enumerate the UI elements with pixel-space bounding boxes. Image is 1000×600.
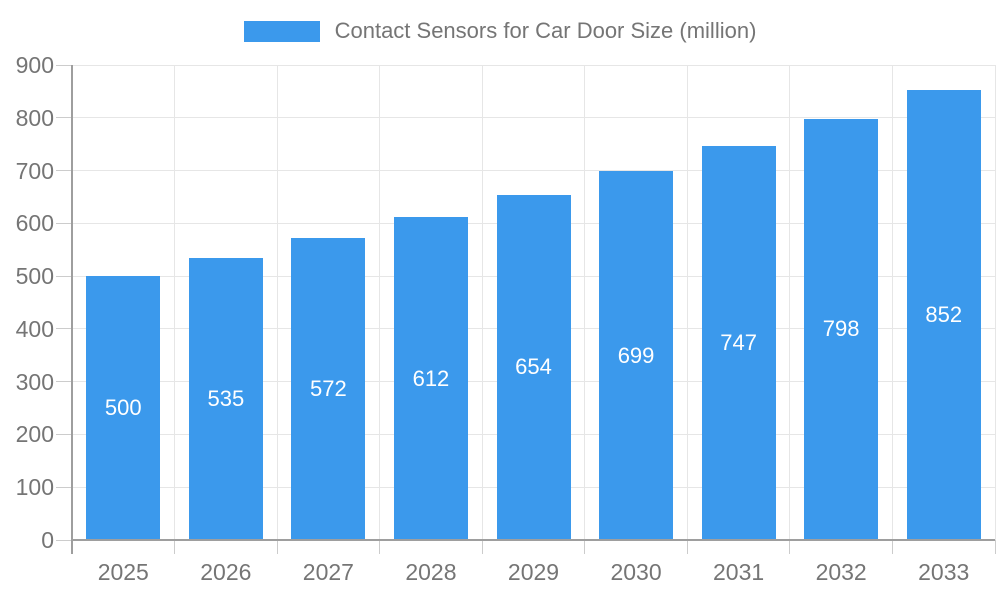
- y-axis-label: 600: [15, 210, 54, 237]
- bar: 747: [701, 145, 776, 540]
- y-axis-label: 800: [15, 104, 54, 131]
- y-axis-tick: [56, 539, 72, 541]
- y-axis-label: 900: [15, 52, 54, 78]
- y-axis-tick: [56, 433, 72, 435]
- y-axis-tick: [56, 64, 72, 66]
- x-gridline: [584, 65, 586, 540]
- x-gridline: [481, 65, 483, 540]
- x-gridline: [686, 65, 688, 540]
- y-axis-tick: [56, 381, 72, 383]
- y-axis-tick: [56, 117, 72, 119]
- bar-value-label: 747: [720, 329, 757, 355]
- x-axis-label: 2025: [97, 559, 149, 585]
- legend-swatch: [243, 20, 320, 42]
- y-axis-label: 700: [15, 157, 54, 184]
- bar: 535: [188, 257, 263, 540]
- y-gridline: [72, 117, 995, 119]
- y-axis-label: 0: [41, 527, 54, 553]
- y-axis-line: [71, 65, 73, 554]
- bar: 500: [86, 276, 161, 540]
- x-axis-label: 2026: [200, 559, 252, 585]
- y-axis-tick: [56, 275, 72, 277]
- y-axis-tick: [56, 486, 72, 488]
- y-gridline: [72, 64, 995, 66]
- y-axis-tick: [56, 328, 72, 330]
- y-axis-label: 100: [15, 474, 54, 501]
- chart-title: Contact Sensors for Car Door Size (milli…: [334, 18, 757, 43]
- x-gridline: [379, 65, 381, 540]
- x-gridline: [174, 65, 176, 540]
- x-axis-label: 2031: [713, 559, 765, 585]
- x-gridline: [994, 65, 996, 540]
- x-axis-tick: [891, 540, 893, 554]
- x-axis-tick: [994, 540, 996, 554]
- y-axis-label: 300: [15, 368, 54, 395]
- y-axis-tick: [56, 222, 72, 224]
- x-axis-label: 2027: [302, 559, 354, 585]
- bar: 654: [496, 194, 571, 540]
- x-axis-tick: [379, 540, 381, 554]
- plot-area: 500 535 572 612 654 699 747 798 852: [72, 64, 996, 540]
- y-axis-label: 500: [15, 263, 54, 290]
- y-gridline: [72, 170, 995, 172]
- x-axis-label: 2028: [405, 559, 457, 585]
- x-axis-tick: [789, 540, 791, 554]
- x-axis-label: 2029: [507, 559, 560, 585]
- y-axis-tick: [56, 170, 72, 172]
- bar: 699: [599, 171, 674, 540]
- bar-value-label: 612: [412, 365, 450, 391]
- bar-value-label: 852: [925, 302, 963, 328]
- bar-value-label: 500: [104, 395, 142, 421]
- bar-value-label: 572: [310, 376, 347, 402]
- x-axis-tick: [686, 540, 688, 554]
- x-axis-label: 2030: [610, 559, 662, 585]
- x-axis-tick: [174, 540, 176, 554]
- x-gridline: [276, 65, 278, 540]
- bar-value-label: 654: [515, 354, 552, 380]
- legend: Contact Sensors for Car Door Size (milli…: [0, 18, 1000, 44]
- bar-value-label: 535: [207, 385, 245, 411]
- bar: 798: [804, 118, 879, 540]
- x-axis-line: [71, 539, 995, 541]
- bar: 852: [906, 90, 981, 540]
- bar-value-label: 798: [822, 316, 860, 342]
- x-axis-tick: [584, 540, 586, 554]
- x-axis-tick: [481, 540, 483, 554]
- x-axis-tick: [276, 540, 278, 554]
- bar-value-label: 699: [617, 342, 655, 368]
- bar: 612: [393, 217, 468, 540]
- bar: 572: [291, 238, 366, 540]
- y-axis-label: 200: [15, 421, 54, 448]
- y-axis-label: 400: [15, 315, 54, 342]
- x-gridline: [891, 65, 893, 540]
- x-axis-label: 2032: [815, 559, 867, 585]
- x-gridline: [789, 65, 791, 540]
- x-axis-label: 2033: [918, 559, 970, 585]
